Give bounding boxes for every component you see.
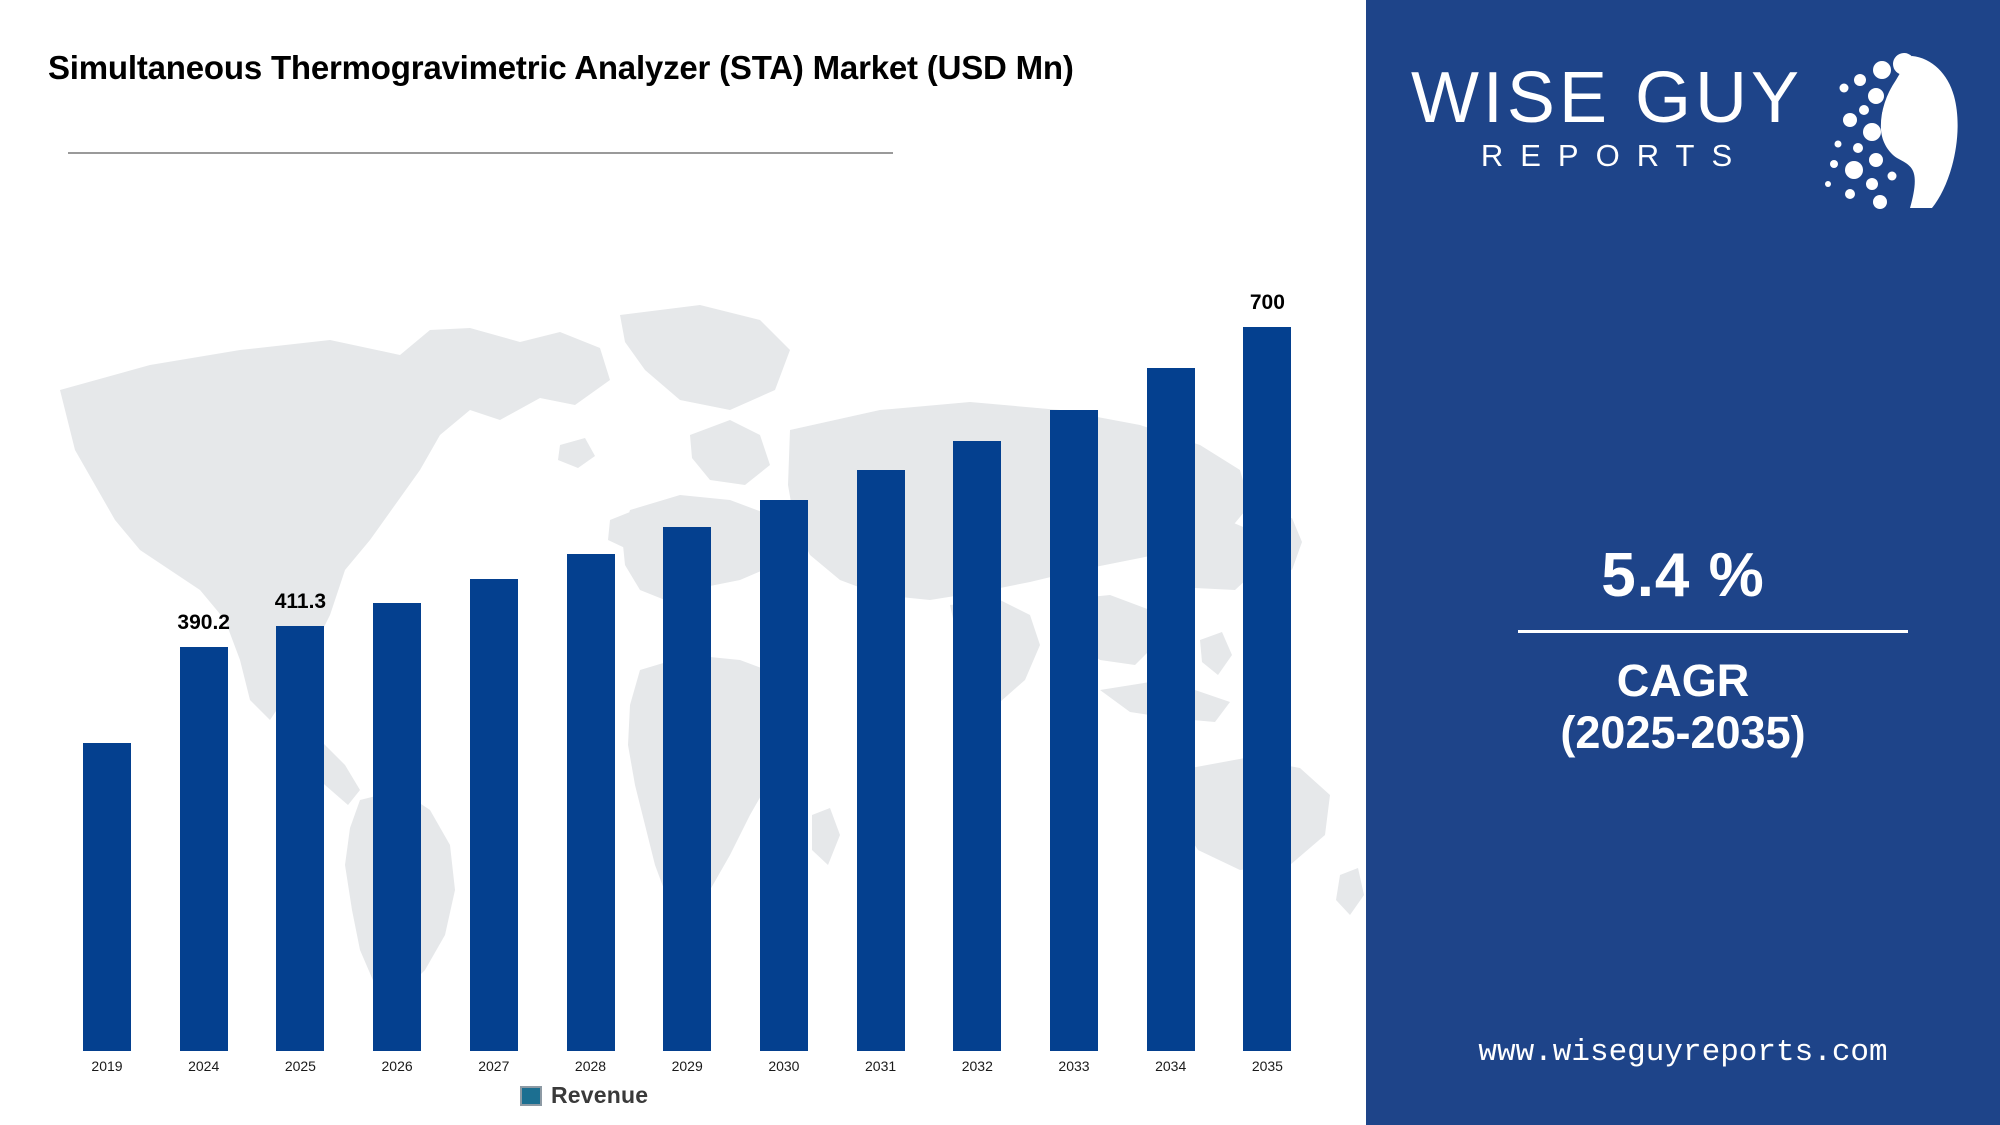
cagr-label: CAGR (2025-2035) xyxy=(1366,655,2000,759)
bar-value-label-2035: 700 xyxy=(1249,291,1285,314)
bar-2033 xyxy=(1050,409,1098,1051)
x-axis-tick-2027: 2027 xyxy=(478,1058,510,1074)
chart-panel: Simultaneous Thermogravimetric Analyzer … xyxy=(48,49,1364,1109)
logo-main-text: WISE GUY xyxy=(1410,58,1804,138)
x-axis-tick-2024: 2024 xyxy=(188,1058,220,1074)
bar-2019 xyxy=(83,742,131,1051)
plot-area: 2019 390.2 2024 411.3 2025 2026 2027 2028 2029 20… xyxy=(83,291,1292,1074)
x-axis-tick-2031: 2031 xyxy=(865,1058,897,1074)
bar-2030 xyxy=(759,499,808,1051)
bar-2034 xyxy=(1146,368,1195,1051)
x-axis-tick-2026: 2026 xyxy=(381,1058,413,1074)
bar-value-label-2024: 390.2 xyxy=(177,611,230,635)
bar-2028 xyxy=(566,553,615,1051)
cagr-divider xyxy=(1518,630,1908,633)
x-axis-tick-2025: 2025 xyxy=(284,1058,316,1074)
bar-value-label-2025: 411.3 xyxy=(274,589,327,613)
cagr-label-line1: CAGR xyxy=(1616,655,1750,706)
logo-wordmark: WISE GUY REPORTS xyxy=(1372,58,1842,174)
bar-2031 xyxy=(856,469,905,1051)
wiseguy-logo: WISE GUY REPORTS xyxy=(1366,52,2000,212)
website-url[interactable]: www.wiseguyreports.com xyxy=(1478,1035,1888,1070)
title-divider xyxy=(68,152,893,154)
legend-label-revenue: Revenue xyxy=(551,1082,649,1108)
logo-sub-text: REPORTS xyxy=(1480,138,1750,174)
x-axis-tick-2029: 2029 xyxy=(671,1058,703,1074)
bar-2027 xyxy=(469,579,518,1051)
legend-swatch-revenue xyxy=(520,1085,542,1106)
x-axis-tick-2033: 2033 xyxy=(1058,1058,1090,1074)
bar-2025 xyxy=(276,625,325,1051)
bar-2032 xyxy=(953,440,1002,1051)
bar-2024 xyxy=(179,647,228,1051)
bar-2035 xyxy=(1243,327,1292,1051)
cagr-label-line2: (2025-2035) xyxy=(1560,706,1806,758)
bar-2026 xyxy=(373,603,422,1051)
dotted-head-icon xyxy=(1764,52,1964,212)
bar-2029 xyxy=(663,526,712,1051)
brand-panel: WISE GUY REPORTS xyxy=(1366,0,2000,1125)
chart-legend[interactable]: Revenue xyxy=(520,1082,648,1109)
cagr-value: 5.4 % xyxy=(1601,541,1765,610)
x-axis-tick-2028: 2028 xyxy=(574,1058,607,1074)
x-axis-tick-2034: 2034 xyxy=(1155,1058,1187,1074)
chart-title: Simultaneous Thermogravimetric Analyzer … xyxy=(48,49,1074,86)
x-axis-tick-2019: 2019 xyxy=(91,1058,123,1074)
x-axis-tick-2035: 2035 xyxy=(1251,1058,1283,1074)
x-axis-tick-2030: 2030 xyxy=(768,1058,800,1074)
x-axis-tick-2032: 2032 xyxy=(961,1058,993,1074)
bars-layer: 2019 390.2 2024 411.3 2025 2026 2027 2028 2029 20… xyxy=(83,291,1292,1074)
